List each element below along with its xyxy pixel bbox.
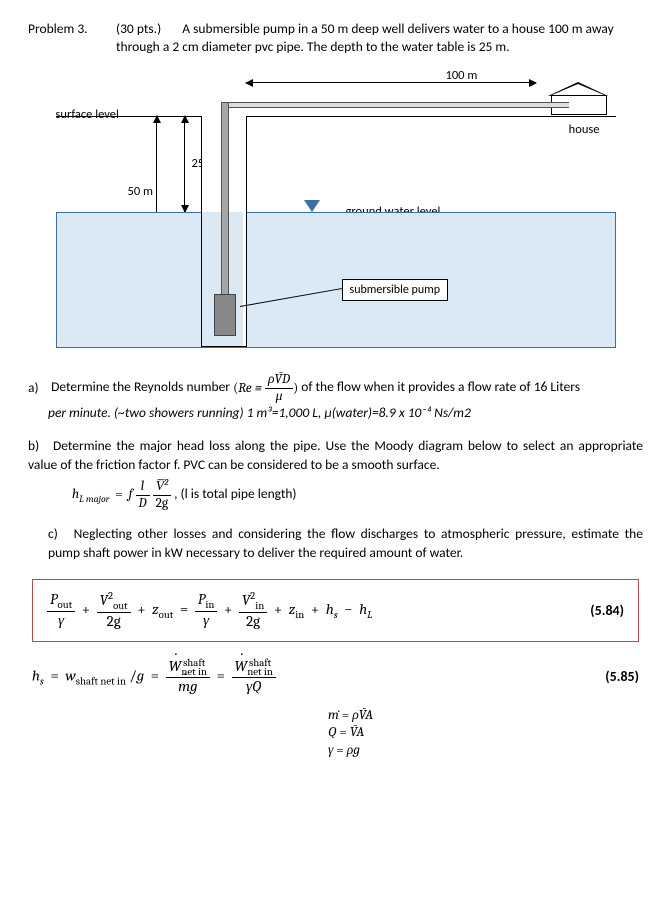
arrow-100m [246, 82, 536, 83]
equation-584: Poutγ + V2out2g + zout = Pinγ + V2in2g +… [47, 590, 372, 631]
part-c: c) Neglecting other losses and consideri… [48, 525, 643, 563]
re-den: μ [276, 389, 283, 404]
figure: 100 m house surface level 50 m 25 m grou… [56, 74, 616, 354]
label-50m: 50 m [128, 184, 153, 199]
callout-pump: submersible pump [342, 279, 449, 301]
arrow-25m [184, 116, 185, 212]
equation-585: hs = wshaft net in /g = Wshaftnet in mg … [32, 658, 276, 696]
label-surface-level: surface level [56, 107, 119, 122]
pipe-horizontal [221, 102, 569, 108]
part-b-letter: b) [28, 437, 48, 456]
problem-desc: (30 pts.) A submersible pump in a 50 m d… [116, 20, 643, 56]
gw-triangle-icon [304, 200, 320, 212]
part-a-text-post: of the flow when it provides a flow rate… [301, 379, 580, 396]
part-c-letter: c) [48, 525, 68, 544]
water-aquifer [56, 212, 616, 348]
equation-585-row: hs = wshaft net in /g = Wshaftnet in mg … [32, 658, 639, 696]
problem-points: (30 pts.) [116, 20, 161, 37]
surface-line [56, 116, 616, 117]
re-num: ρV̄D [268, 372, 290, 387]
eq-584-number: (5.84) [590, 602, 624, 619]
equation-584-box: Poutγ + V2out2g + zout = Pinγ + V2in2g +… [32, 579, 639, 642]
part-a-line2: per minute. (~two showers running) 1 m³=… [48, 404, 643, 423]
part-b: b) Determine the major head loss along t… [28, 437, 643, 511]
label-house: house [569, 122, 600, 137]
part-b-equation: hL major = f lD V̅²2g , (l is total pipe… [72, 479, 643, 511]
part-b-note: , (l is total pipe length) [174, 485, 296, 502]
problem-header: Problem 3. (30 pts.) A submersible pump … [28, 20, 643, 56]
pump [214, 294, 236, 336]
re-symbol: Re ≡ [238, 381, 262, 396]
eq-585-number: (5.85) [605, 668, 639, 685]
pipe-vertical [221, 102, 229, 304]
part-a-letter: a) [28, 379, 48, 398]
problem-label: Problem 3. [28, 20, 116, 56]
footer-equations: ṁ = ρV̄A Q = V̄A γ = ρg [328, 707, 643, 758]
part-a-text-pre: Determine the Reynolds number [51, 379, 233, 396]
problem-text: A submersible pump in a 50 m deep well d… [116, 20, 614, 55]
part-c-text: Neglecting other losses and considering … [48, 525, 643, 561]
part-b-text: Determine the major head loss along the … [28, 437, 643, 473]
label-100m: 100 m [446, 68, 478, 83]
house-icon [548, 82, 608, 115]
part-a: a) Determine the Reynolds number (Re ≡ ρ… [28, 372, 643, 423]
